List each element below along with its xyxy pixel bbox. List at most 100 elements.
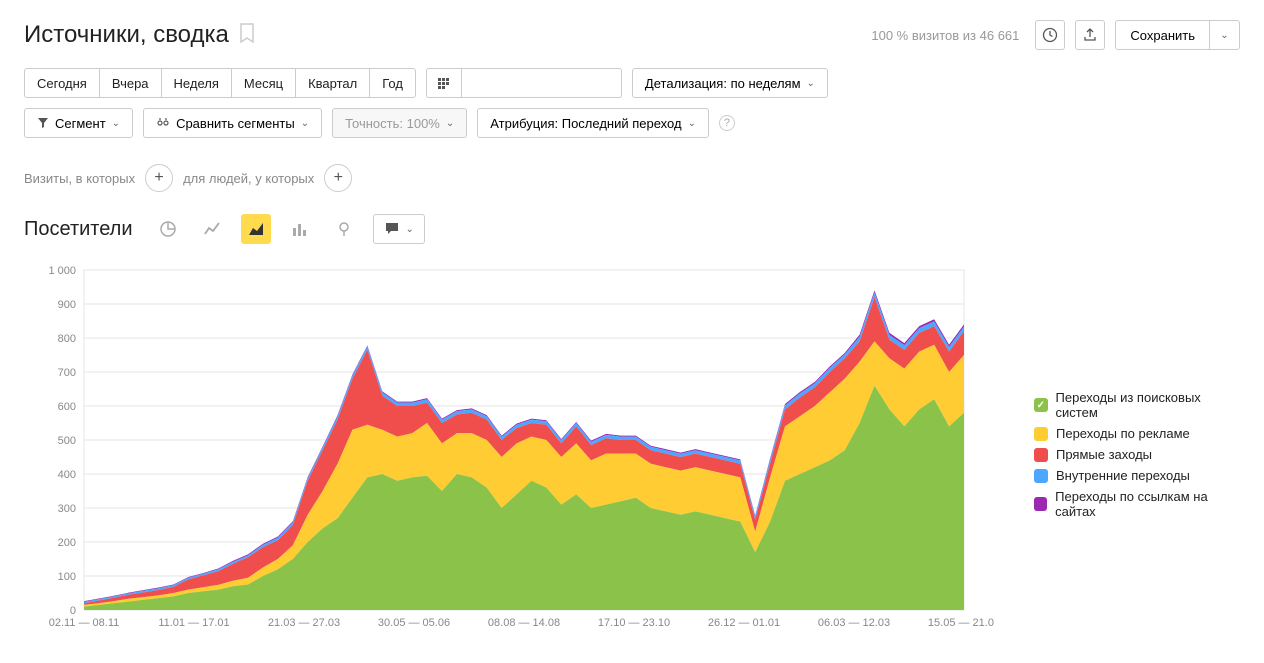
toolbar-periods: СегодняВчераНеделяМесяцКварталГод Детали… [24, 68, 1240, 98]
svg-text:200: 200 [58, 537, 76, 549]
svg-text:100: 100 [58, 571, 76, 583]
save-group: Сохранить ⌄ [1115, 20, 1240, 50]
legend-label: Внутренние переходы [1056, 468, 1190, 483]
header-actions: 100 % визитов из 46 661 Сохранить ⌄ [871, 20, 1240, 50]
visits-filter-label: Визиты, в которых [24, 171, 135, 186]
export-icon [1082, 27, 1098, 43]
segment-label: Сегмент [55, 116, 106, 131]
svg-text:900: 900 [58, 299, 76, 311]
chart-area: 0 100 200 300 400 500 600 700 800 900 1 000 02.11 —… [24, 260, 1240, 643]
bar-icon [291, 220, 309, 238]
legend-item-3[interactable]: Внутренние переходы [1034, 468, 1240, 483]
date-picker-group [426, 68, 622, 98]
legend-label: Прямые заходы [1056, 447, 1152, 462]
attribution-label: Атрибуция: Последний переход [490, 116, 681, 131]
period-button-3[interactable]: Месяц [232, 68, 296, 98]
accuracy-dropdown[interactable]: Точность: 100% ⌄ [332, 108, 467, 138]
svg-text:600: 600 [58, 401, 76, 413]
line-icon [203, 220, 221, 238]
filter-icon [37, 117, 49, 129]
svg-text:1 000: 1 000 [48, 265, 76, 277]
legend-item-0[interactable]: Переходы из поисковых систем [1034, 390, 1240, 420]
chevron-down-icon: ⌄ [406, 224, 414, 235]
chevron-down-icon: ⌄ [301, 118, 309, 129]
svg-text:06.03 — 12.03: 06.03 — 12.03 [818, 617, 890, 629]
chevron-down-icon: ⌄ [112, 118, 120, 129]
people-filter-label: для людей, у которых [183, 171, 314, 186]
map-chart-button[interactable] [329, 214, 359, 244]
chevron-down-icon: ⌄ [688, 118, 696, 129]
legend-label: Переходы из поисковых систем [1056, 390, 1240, 420]
calendar-button[interactable] [426, 68, 462, 98]
pie-icon [159, 220, 177, 238]
legend: Переходы из поисковых систем Переходы по … [1034, 260, 1240, 643]
add-people-filter-button[interactable]: + [324, 164, 352, 192]
help-icon[interactable]: ? [719, 115, 735, 131]
chevron-down-icon: ⌄ [807, 78, 815, 89]
visits-info: 100 % визитов из 46 661 [871, 28, 1019, 43]
chart-container: 0 100 200 300 400 500 600 700 800 900 1 000 02.11 —… [24, 260, 994, 643]
legend-item-4[interactable]: Переходы по ссылкам на сайтах [1034, 489, 1240, 519]
metrics-title: Посетители [24, 218, 133, 241]
legend-swatch [1034, 497, 1047, 511]
svg-text:300: 300 [58, 503, 76, 515]
compare-label: Сравнить сегменты [176, 116, 295, 131]
attribution-dropdown[interactable]: Атрибуция: Последний переход ⌄ [477, 108, 709, 138]
export-button[interactable] [1075, 20, 1105, 50]
chevron-down-icon: ⌄ [446, 118, 454, 129]
svg-text:0: 0 [70, 605, 76, 617]
title-wrap: Источники, сводка [24, 21, 255, 49]
svg-text:02.11 — 08.11: 02.11 — 08.11 [49, 617, 120, 629]
svg-text:15.05 — 21.05: 15.05 — 21.05 [928, 617, 994, 629]
accuracy-label: Точность: 100% [345, 116, 440, 131]
save-dropdown[interactable]: ⌄ [1210, 20, 1240, 50]
page-header: Источники, сводка 100 % визитов из 46 66… [24, 20, 1240, 50]
svg-text:30.05 — 05.06: 30.05 — 05.06 [378, 617, 450, 629]
period-button-4[interactable]: Квартал [296, 68, 370, 98]
bar-chart-button[interactable] [285, 214, 315, 244]
period-group: СегодняВчераНеделяМесяцКварталГод [24, 68, 416, 98]
svg-text:21.03 — 27.03: 21.03 — 27.03 [268, 617, 340, 629]
clock-icon [1042, 27, 1058, 43]
area-chart-button[interactable] [241, 214, 271, 244]
bookmark-icon[interactable] [239, 23, 255, 48]
compare-icon [156, 117, 170, 129]
calendar-icon [437, 76, 451, 90]
svg-text:800: 800 [58, 333, 76, 345]
add-visits-filter-button[interactable]: + [145, 164, 173, 192]
history-button[interactable] [1035, 20, 1065, 50]
period-button-5[interactable]: Год [370, 68, 416, 98]
legend-swatch [1034, 469, 1048, 483]
legend-swatch [1034, 398, 1048, 412]
compare-dropdown[interactable]: Сравнить сегменты ⌄ [143, 108, 322, 138]
comment-icon [384, 222, 400, 236]
legend-item-2[interactable]: Прямые заходы [1034, 447, 1240, 462]
date-range-input[interactable] [462, 68, 622, 98]
svg-text:400: 400 [58, 469, 76, 481]
stacked-area-chart: 0 100 200 300 400 500 600 700 800 900 1 000 02.11 —… [24, 260, 994, 640]
legend-swatch [1034, 427, 1048, 441]
legend-label: Переходы по рекламе [1056, 426, 1190, 441]
legend-swatch [1034, 448, 1048, 462]
svg-text:26.12 — 01.01: 26.12 — 01.01 [708, 617, 780, 629]
svg-text:500: 500 [58, 435, 76, 447]
detail-dropdown[interactable]: Детализация: по неделям ⌄ [632, 68, 828, 98]
period-button-1[interactable]: Вчера [100, 68, 162, 98]
svg-text:08.08 — 14.08: 08.08 — 14.08 [488, 617, 560, 629]
save-button[interactable]: Сохранить [1115, 20, 1210, 50]
comment-dropdown[interactable]: ⌄ [373, 214, 425, 244]
area-icon [247, 220, 265, 238]
svg-text:700: 700 [58, 367, 76, 379]
svg-text:17.10 — 23.10: 17.10 — 23.10 [598, 617, 670, 629]
pie-chart-button[interactable] [153, 214, 183, 244]
page-title: Источники, сводка [24, 21, 229, 49]
line-chart-button[interactable] [197, 214, 227, 244]
legend-item-1[interactable]: Переходы по рекламе [1034, 426, 1240, 441]
segment-dropdown[interactable]: Сегмент ⌄ [24, 108, 133, 138]
detail-label: Детализация: по неделям [645, 76, 801, 91]
period-button-2[interactable]: Неделя [162, 68, 232, 98]
svg-text:11.01 — 17.01: 11.01 — 17.01 [158, 617, 229, 629]
filter-row: Визиты, в которых + для людей, у которых… [24, 164, 1240, 192]
toolbar-segments: Сегмент ⌄ Сравнить сегменты ⌄ Точность: … [24, 108, 1240, 138]
period-button-0[interactable]: Сегодня [24, 68, 100, 98]
